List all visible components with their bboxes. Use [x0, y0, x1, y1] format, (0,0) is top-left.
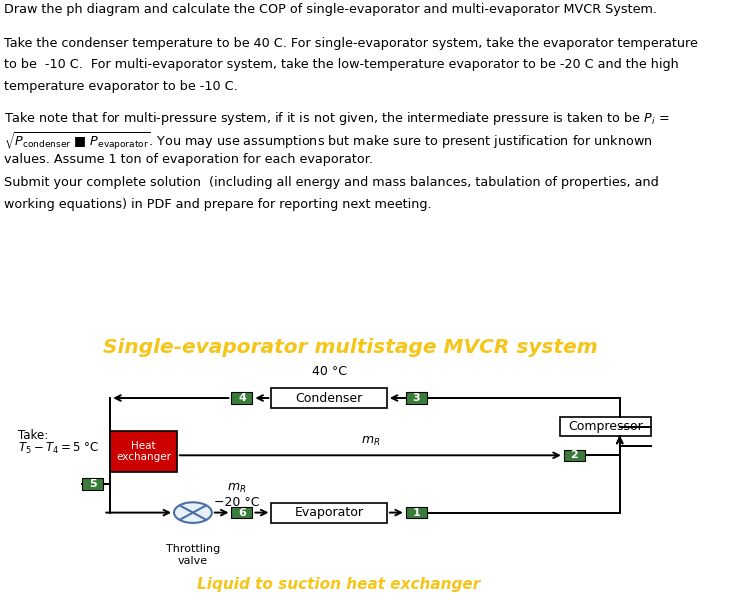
Bar	[110, 431, 177, 472]
Bar	[564, 450, 585, 461]
Text: Take the condenser temperature to be 40 C. For single-evaporator system, take th: Take the condenser temperature to be 40 …	[4, 37, 697, 49]
Text: $m_R$: $m_R$	[227, 483, 246, 495]
Text: Draw the ph diagram and calculate the COP of single-evaporator and multi-evapora: Draw the ph diagram and calculate the CO…	[4, 3, 657, 16]
Text: Liquid to suction heat exchanger: Liquid to suction heat exchanger	[197, 578, 480, 592]
Bar	[406, 392, 427, 404]
Text: values. Assume 1 ton of evaporation for each evaporator.: values. Assume 1 ton of evaporation for …	[4, 153, 373, 166]
Text: Evaporator: Evaporator	[294, 506, 364, 519]
Bar	[560, 417, 651, 436]
Circle shape	[174, 502, 212, 523]
Text: $T_5 - T_4 = 5$ °C: $T_5 - T_4 = 5$ °C	[17, 441, 99, 456]
Text: 6: 6	[238, 508, 246, 518]
Text: Take note that for multi-pressure system, if it is not given, the intermediate p: Take note that for multi-pressure system…	[4, 110, 669, 127]
Bar	[231, 507, 252, 518]
Bar	[406, 507, 427, 518]
Bar	[231, 392, 252, 404]
Text: Heat
exchanger: Heat exchanger	[116, 440, 171, 462]
Text: to be  -10 C.  For multi-evaporator system, take the low-temperature evaporator : to be -10 C. For multi-evaporator system…	[4, 58, 678, 71]
Text: Throttling
valve: Throttling valve	[166, 544, 220, 565]
Bar	[271, 503, 387, 523]
Text: 2: 2	[570, 450, 578, 461]
Bar	[271, 388, 387, 408]
Text: −20 °C: −20 °C	[214, 496, 259, 509]
Text: 5: 5	[89, 479, 96, 489]
Text: $\sqrt{P_\mathrm{condenser}\ \blacksquare\ P_\mathrm{evaporator}}$. You may use : $\sqrt{P_\mathrm{condenser}\ \blacksquar…	[4, 131, 652, 153]
Text: Submit your complete solution  (including all energy and mass balances, tabulati: Submit your complete solution (including…	[4, 176, 658, 189]
Text: Single-evaporator multistage MVCR system: Single-evaporator multistage MVCR system	[102, 337, 598, 357]
Text: 40 °C: 40 °C	[312, 365, 346, 378]
Text: 4: 4	[238, 393, 246, 403]
Text: Take:: Take:	[17, 429, 47, 442]
Text: Compressor: Compressor	[569, 420, 643, 433]
Text: temperature evaporator to be -10 C.: temperature evaporator to be -10 C.	[4, 80, 237, 93]
Bar	[82, 478, 103, 490]
Text: $m_R$: $m_R$	[361, 436, 380, 448]
Text: working equations) in PDF and prepare for reporting next meeting.: working equations) in PDF and prepare fo…	[4, 198, 431, 211]
Text: 1: 1	[413, 508, 420, 518]
Text: 3: 3	[413, 393, 420, 403]
Text: Condenser: Condenser	[295, 392, 363, 404]
